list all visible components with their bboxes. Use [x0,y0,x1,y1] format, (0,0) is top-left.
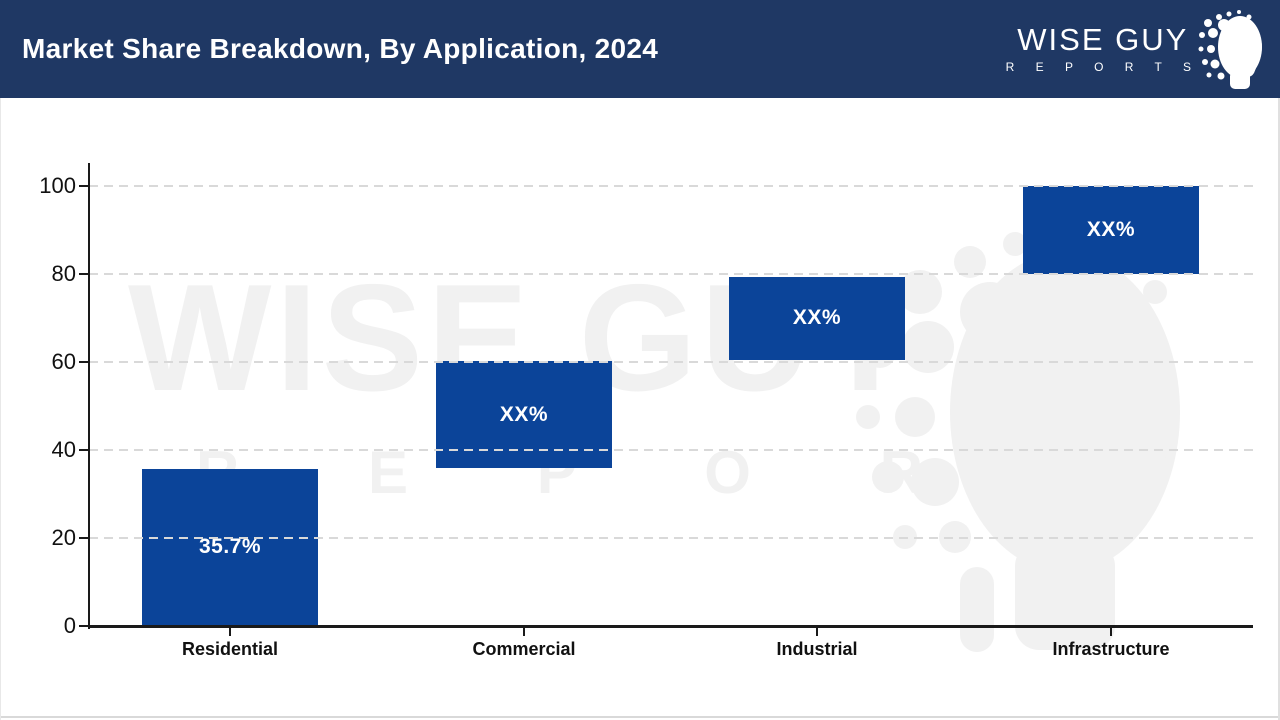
logo-wiseguy-label: WISE GUY [1017,22,1189,57]
logo-reports-label: R E P O R T S [1005,60,1200,74]
x-tick-mark [816,628,818,636]
x-axis-label: Industrial [776,639,858,659]
y-tick-mark [79,448,88,451]
x-tick-mark [523,628,525,636]
y-tick-mark [79,184,88,187]
gridline-100 [89,184,1253,187]
gridline-40 [89,448,1253,451]
y-tick-label: 100 [39,172,76,198]
y-tick-mark [79,272,88,275]
figure-left-border [0,98,1,720]
bar-industrial: XX% [729,276,905,360]
y-tick-mark [79,625,88,627]
bar-value-label: XX% [792,306,842,330]
bar-value-label: 35.7% [198,535,262,559]
y-tick-label: 0 [63,613,76,638]
x-axis-label: Infrastructure [1052,639,1170,659]
bar-commercial: XX% [436,361,612,469]
y-tick-label: 80 [51,260,76,286]
gridline-80 [89,272,1253,275]
y-axis-line [88,163,90,629]
wiseguy-head-icon [1198,10,1262,89]
figure-right-border [1278,98,1280,720]
y-tick-mark [79,536,88,539]
gridline-20 [89,536,1253,539]
x-tick-mark [229,628,231,636]
bar-infrastructure: XX% [1023,185,1199,275]
y-tick-label: 40 [51,436,76,462]
bar-residential: 35.7% [142,468,318,626]
gridline-60 [89,360,1253,363]
x-tick-mark [1110,628,1112,636]
bar-value-label: XX% [1086,217,1136,241]
header-bar: Market Share Breakdown, By Application, … [0,0,1280,98]
x-axis-line [88,625,1253,628]
figure-bottom-border [0,716,1280,718]
page-title: Market Share Breakdown, By Application, … [22,33,659,64]
y-tick-mark [79,360,88,363]
y-tick-label: 20 [51,524,76,550]
x-axis-label: Residential [181,639,279,659]
x-axis-label: Commercial [472,639,576,659]
wiseguy-logo-text: WISE GUY R E P O R T S [1006,23,1200,75]
y-tick-label: 60 [51,348,76,374]
wiseguy-logo: WISE GUY R E P O R T S [1006,8,1266,90]
bar-value-label: XX% [499,402,549,426]
